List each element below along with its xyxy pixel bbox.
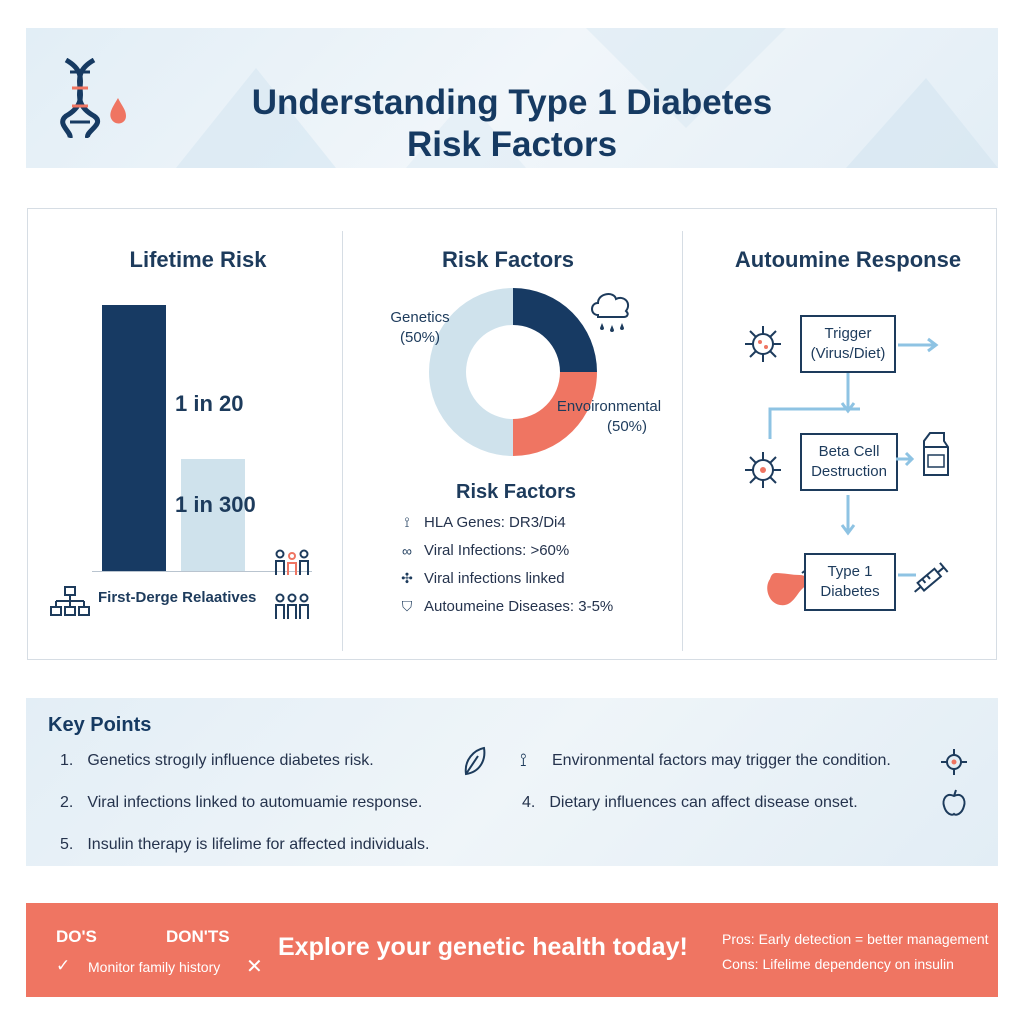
column-divider bbox=[682, 231, 683, 651]
flow-step-line: Trigger bbox=[824, 325, 872, 342]
key-point-number: 1. bbox=[60, 752, 74, 769]
key-point-text: Genetics strogıly influence diabetes ris… bbox=[87, 752, 374, 769]
virus-icon bbox=[745, 326, 781, 362]
risk-factor-item: ⟟ HLA Genes: DR3/Di4 bbox=[398, 514, 566, 531]
flow-step-line: Diabetes bbox=[820, 583, 880, 600]
key-point-text: Viral infections linked to automuamie re… bbox=[87, 794, 423, 811]
leaf-icon bbox=[464, 746, 486, 776]
donts-heading: DON'TS bbox=[166, 927, 230, 946]
donut-slice-genetics bbox=[429, 288, 513, 456]
risk-factor-text: HLA Genes: DR3/Di4 bbox=[424, 514, 566, 531]
key-point-item: 4. Dietary influences can affect disease… bbox=[522, 794, 858, 812]
key-points-section: Key Points 1. Genetics strogıly influenc… bbox=[26, 698, 998, 866]
header-banner: Understanding Type 1 Diabetes Risk Facto… bbox=[26, 28, 998, 168]
dna-drop-logo-icon bbox=[60, 58, 126, 138]
bar-general-population bbox=[181, 459, 245, 571]
dos-heading: DO'S bbox=[56, 927, 97, 946]
dna-icon: ⟟ bbox=[404, 514, 410, 530]
flow-step-line: (Virus/Diet) bbox=[810, 345, 886, 362]
key-point-text: Environmental factors may trigger the co… bbox=[552, 752, 891, 769]
cons-text: Cons: Lifelime dependency on insulin bbox=[722, 956, 954, 972]
background-pattern bbox=[176, 28, 998, 168]
page-title: Understanding Type 1 Diabetes Risk Facto… bbox=[26, 82, 998, 166]
cross-icon: ✕ bbox=[246, 956, 263, 978]
key-point-item: Environmental factors may trigger the co… bbox=[552, 752, 891, 770]
risk-factor-item: ⛉ Autoumeine Diseases: 3-5% bbox=[398, 598, 614, 615]
apple-icon bbox=[942, 789, 966, 816]
dos-item: Monitor family history bbox=[88, 959, 221, 975]
autoimmune-title: Autoumine Response bbox=[734, 247, 962, 272]
cell-damage-icon bbox=[745, 452, 781, 488]
pros-text: Pros: Early detection = better managemen… bbox=[722, 931, 989, 947]
environmental-percent: (50%) bbox=[606, 418, 647, 435]
flow-step-beta-cell: Beta Cell Destruction bbox=[800, 433, 898, 491]
bar-label-1-in-20: 1 in 20 bbox=[175, 391, 244, 416]
flow-step-type1-diabetes: Type 1 Diabetes bbox=[804, 553, 896, 611]
shield-icon: ⛉ bbox=[401, 598, 413, 614]
title-line-2: Risk Factors bbox=[406, 125, 618, 164]
check-icon: ✓ bbox=[56, 956, 71, 975]
milk-carton-icon bbox=[923, 432, 949, 476]
title-line-1: Understanding Type 1 Diabetes bbox=[251, 83, 773, 122]
risk-factors-title: Risk Factors bbox=[441, 247, 575, 272]
lifetime-risk-title: Lifetime Risk bbox=[129, 247, 267, 272]
risk-factors-donut-chart bbox=[429, 288, 597, 456]
family-icon bbox=[275, 549, 309, 575]
bar-first-degree bbox=[102, 305, 166, 571]
risk-factor-item: ✣ Viral infections linked bbox=[398, 570, 565, 587]
bar-axis-label: First-Derge Relaatives bbox=[98, 589, 257, 606]
flow-step-line: Type 1 bbox=[827, 563, 873, 580]
flow-arrows bbox=[768, 337, 939, 577]
family-tree-icon bbox=[50, 586, 90, 616]
virus-icon bbox=[941, 749, 967, 775]
risk-factors-subtitle: Risk Factors bbox=[456, 481, 577, 503]
cta-banner: DO'S DON'TS ✓ Monitor family history ✕ E… bbox=[26, 903, 998, 997]
dna-icon: ⟟ bbox=[520, 750, 527, 770]
flow-step-trigger: Trigger (Virus/Diet) bbox=[800, 315, 896, 373]
key-point-text: Dietary influences can affect disease on… bbox=[549, 794, 858, 811]
risk-factor-text: Autoumeine Diseases: 3-5% bbox=[424, 598, 614, 615]
flow-step-line: Destruction bbox=[811, 463, 887, 480]
key-points-title: Key Points bbox=[48, 714, 152, 736]
environmental-label: Envoironmental bbox=[556, 398, 662, 415]
key-point-item: 2. Viral infections linked to automuamie… bbox=[60, 794, 422, 812]
bar-axis-line bbox=[92, 571, 312, 572]
donut-slice-environmental-lower bbox=[513, 372, 597, 456]
donut-slice-environmental-upper bbox=[513, 288, 597, 372]
cta-headline[interactable]: Explore your genetic health today! bbox=[278, 933, 688, 961]
genetics-slice-label: Genetics (50%) bbox=[380, 308, 460, 348]
genetics-percent: (50%) bbox=[399, 329, 440, 346]
bar-label-1-in-300: 1 in 300 bbox=[175, 492, 256, 517]
main-panel: Lifetime Risk 1 in 20 1 in 300 First-Der… bbox=[27, 208, 997, 660]
germ-icon: ✣ bbox=[401, 570, 413, 586]
column-divider bbox=[342, 231, 343, 651]
virus-icon: ∞ bbox=[402, 542, 412, 559]
environmental-slice-label: Envoironmental (50%) bbox=[554, 397, 664, 437]
key-point-number: 5. bbox=[60, 836, 74, 853]
key-point-item: 1. Genetics strogıly influence diabetes … bbox=[60, 752, 374, 770]
insulin-syringe-icon bbox=[914, 562, 949, 593]
risk-factor-item: ∞ Viral Infections: >60% bbox=[398, 542, 569, 559]
key-point-number: 4. bbox=[522, 794, 536, 811]
risk-factor-text: Viral infections linked bbox=[424, 570, 565, 587]
key-point-item: 5. Insulin therapy is lifelime for affec… bbox=[60, 836, 429, 854]
rain-cloud-icon bbox=[591, 293, 630, 332]
flow-step-line: Beta Cell bbox=[818, 443, 880, 460]
genetics-label: Genetics bbox=[390, 309, 450, 326]
key-point-number: 2. bbox=[60, 794, 74, 811]
key-point-text: Insulin therapy is lifelime for affected… bbox=[87, 836, 430, 853]
risk-factor-text: Viral Infections: >60% bbox=[424, 542, 570, 559]
relatives-icon bbox=[275, 593, 309, 619]
